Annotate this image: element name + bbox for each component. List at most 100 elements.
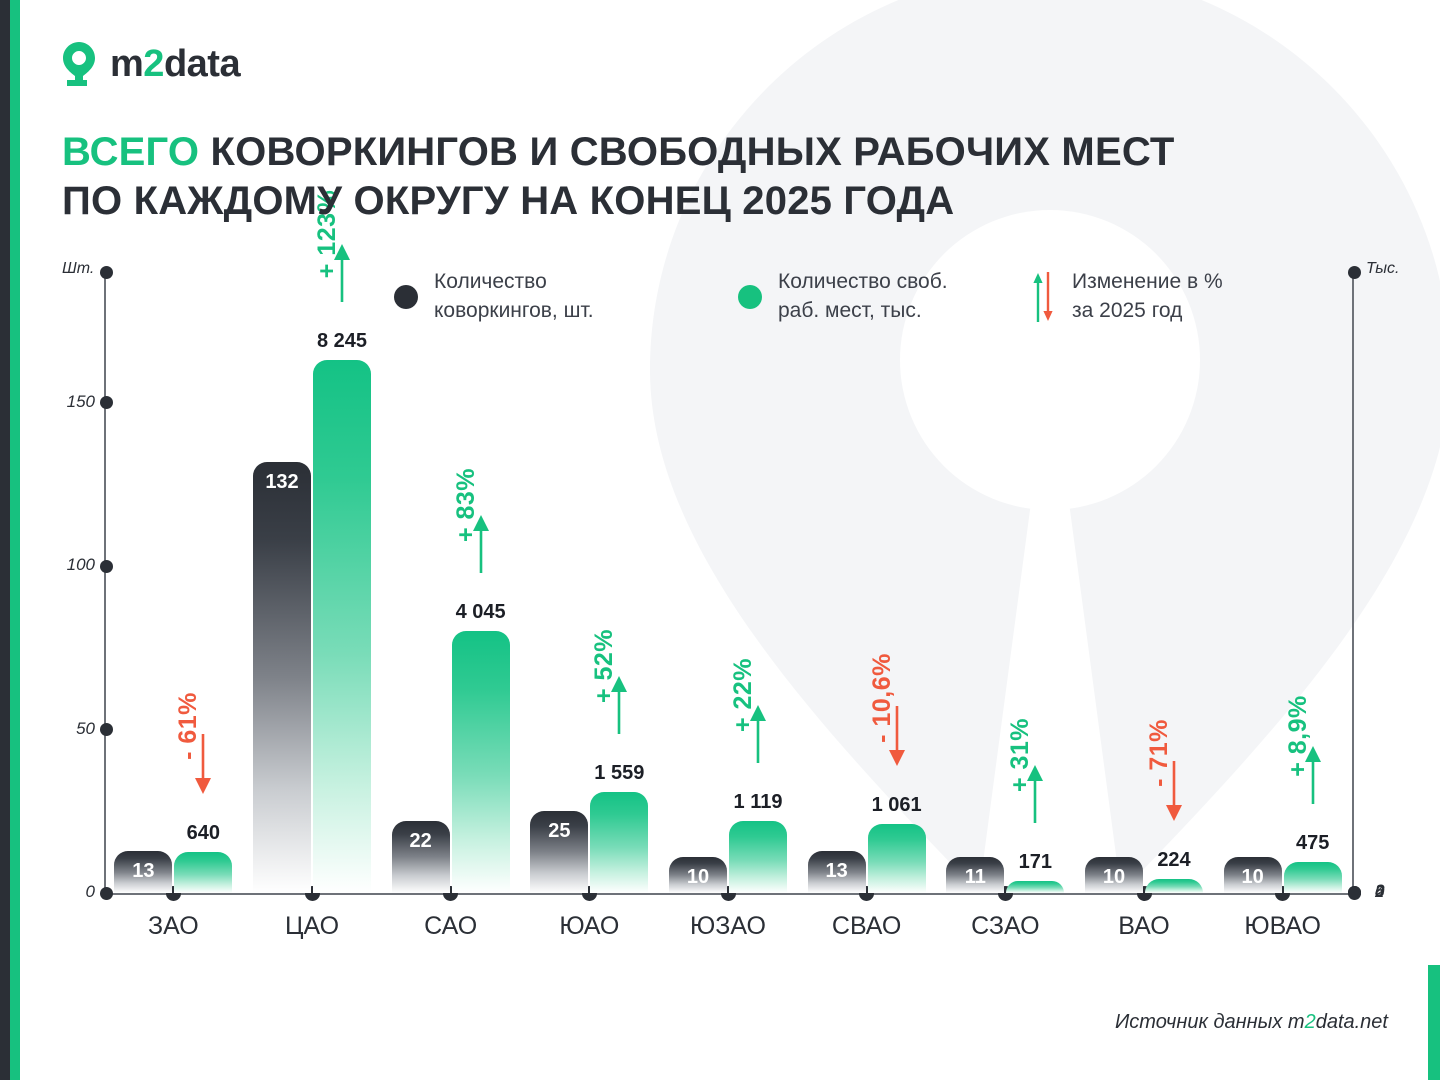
left-axis-line — [104, 272, 106, 894]
legend-item-change: Изменение в % за 2025 год — [1030, 268, 1223, 326]
x-axis-label-ЮАО: ЮАО — [559, 912, 620, 940]
legend-item-free-seats: Количество своб. раб. мест, тыс. — [738, 268, 1030, 326]
legend-item-change-label: Изменение в % за 2025 год — [1072, 268, 1223, 326]
legend-free-seats-line2: раб. мест, тыс. — [778, 298, 922, 322]
left-axis-unit-label: Шт. — [62, 260, 95, 277]
bar-free-seats-ЗАО[interactable] — [174, 851, 233, 893]
bar-value-free-seats: 475 — [1295, 832, 1330, 855]
left-axis-tick-label: 150 — [66, 391, 95, 411]
legend-change-line1: Изменение в % — [1072, 270, 1223, 293]
bar-free-seats-ЮАО[interactable] — [590, 792, 649, 893]
legend-coworkings-line1: Количество — [434, 270, 547, 293]
page-title: ВСЕГО КОВОРКИНГОВ И СВОБОДНЫХ РАБОЧИХ МЕ… — [62, 128, 1175, 226]
left-axis-tick-dot — [99, 723, 113, 737]
right-axis-tick-dot — [1347, 886, 1361, 900]
change-indicator-САО — [441, 513, 521, 574]
brand-logo-text: m2data — [110, 43, 241, 85]
left-axis-tick-label: 0 — [85, 882, 95, 901]
x-axis-label-ЮВАО: ЮВАО — [1244, 912, 1321, 940]
right-axis-tick-label: 0 — [1375, 882, 1385, 901]
change-percent-label: + 52% — [590, 629, 619, 704]
arrow-down-icon — [195, 733, 212, 794]
bar-coworkings-ЮВАО[interactable]: 10 — [1223, 857, 1282, 893]
x-axis-label-САО: САО — [424, 912, 478, 940]
bar-value-free-seats: 1 559 — [594, 762, 645, 785]
bar-free-seats-СВАО[interactable] — [867, 824, 926, 893]
title-line1-rest: КОВОРКИНГОВ И СВОБОДНЫХ РАБОЧИХ МЕСТ — [199, 130, 1175, 174]
map-pin-icon — [62, 40, 96, 88]
bar-free-seats-САО[interactable] — [451, 631, 510, 893]
arrow-up-icon — [334, 243, 350, 302]
bar-free-seats-СЗАО[interactable] — [1006, 881, 1065, 893]
bar-coworkings-ВАО[interactable]: 10 — [1085, 857, 1143, 893]
bar-value-coworkings: 13 — [132, 859, 155, 882]
bar-value-coworkings: 25 — [548, 820, 571, 843]
green-dot-icon — [738, 284, 762, 309]
change-percent-label: + 83% — [451, 468, 480, 543]
bar-coworkings-ЗАО[interactable]: 13 — [114, 850, 173, 893]
bar-coworkings-ЮЗАО[interactable]: 10 — [669, 857, 727, 893]
bar-value-free-seats: 8 245 — [316, 329, 368, 352]
change-indicator-ЦАО — [302, 242, 382, 302]
brand-logo[interactable]: m2data — [62, 40, 241, 88]
title-accent-word: ВСЕГО — [62, 130, 200, 174]
bar-coworkings-ЮАО[interactable]: 25 — [530, 811, 589, 893]
bar-free-seats-ЦАО[interactable] — [313, 359, 371, 893]
bar-value-free-seats: 640 — [186, 821, 221, 844]
x-axis-label-СЗАО: СЗАО — [971, 912, 1040, 940]
x-axis-label-ЗАО: ЗАО — [147, 912, 199, 940]
bar-free-seats-ЮВАО[interactable] — [1283, 862, 1342, 893]
data-source-note: Источник данных m2data.net — [1115, 1011, 1388, 1034]
footer-prefix: Источник данных m — [1115, 1011, 1305, 1033]
x-axis-label-СВАО: СВАО — [831, 912, 902, 940]
dark-dot-icon — [394, 284, 418, 309]
logo-text-m: m — [110, 43, 144, 85]
footer-accent: 2 — [1304, 1011, 1316, 1033]
bar-value-coworkings: 10 — [686, 866, 710, 888]
legend-item-coworkings: Количество коворкингов, шт. — [394, 268, 738, 326]
bar-value-coworkings: 10 — [1102, 866, 1126, 888]
bar-coworkings-ЦАО[interactable]: 132 — [253, 461, 311, 893]
right-axis-cap-dot — [1347, 266, 1361, 279]
bar-value-coworkings: 10 — [1241, 866, 1264, 888]
bar-free-seats-ЮЗАО[interactable] — [729, 820, 787, 893]
legend-coworkings-line2: коворкингов, шт. — [434, 298, 594, 322]
change-indicator-ЮАО — [579, 674, 659, 735]
bar-value-free-seats: 1 119 — [733, 790, 783, 813]
left-axis-tick-label: 50 — [76, 718, 95, 738]
change-percent-label: - 10,6% — [867, 653, 896, 744]
arrow-up-icon — [472, 515, 489, 574]
change-percent-label: + 22% — [729, 657, 757, 732]
right-edge-green-accent — [1428, 965, 1440, 1080]
bar-value-coworkings: 11 — [964, 866, 986, 888]
right-axis-unit-label: Тыс. — [1366, 260, 1400, 277]
bar-free-seats-ВАО[interactable] — [1145, 878, 1203, 893]
bar-coworkings-САО[interactable]: 22 — [391, 821, 450, 893]
left-axis-tick-label: 100 — [66, 555, 95, 575]
footer-suffix: data.net — [1315, 1011, 1388, 1033]
left-axis-tick-dot — [99, 559, 113, 573]
change-percent-label: - 61% — [174, 691, 203, 760]
bar-value-coworkings: 13 — [825, 859, 848, 882]
left-axis-tick-dot — [99, 396, 113, 410]
x-axis-label-ЦАО: ЦАО — [284, 912, 340, 940]
change-percent-label: + 8,9% — [1283, 695, 1312, 778]
change-indicator-ЗАО — [163, 733, 243, 794]
bar-value-free-seats: 1 061 — [871, 794, 922, 817]
arrow-up-icon — [611, 676, 628, 735]
left-edge-dark-stripe — [0, 0, 10, 1080]
bar-value-coworkings: 132 — [265, 470, 299, 493]
bar-coworkings-СЗАО[interactable]: 11 — [946, 857, 1005, 893]
title-line2: ПО КАЖДОМУ ОКРУГУ НА КОНЕЦ 2025 ГОДА — [62, 178, 955, 223]
bar-value-free-seats: 171 — [1018, 851, 1053, 873]
bar-coworkings-СВАО[interactable]: 13 — [807, 850, 866, 893]
x-axis-label-ВАО: ВАО — [1118, 912, 1170, 940]
logo-text-2: 2 — [143, 43, 164, 85]
change-percent-label: - 71% — [1145, 718, 1173, 787]
left-axis-tick-dot — [99, 886, 113, 900]
legend-change-line2: за 2025 год — [1072, 298, 1183, 322]
change-percent-label: + 31% — [1006, 717, 1035, 793]
chart-legend: Количество коворкингов, шт. Количество с… — [394, 268, 1223, 326]
left-axis-cap-dot — [99, 266, 113, 279]
bar-value-free-seats: 4 045 — [455, 601, 506, 624]
